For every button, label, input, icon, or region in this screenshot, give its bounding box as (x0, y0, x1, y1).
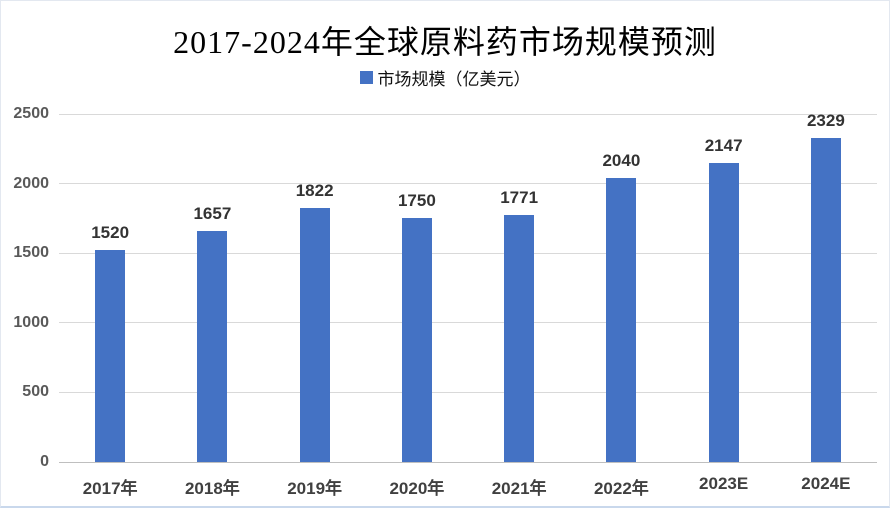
bar (708, 163, 739, 462)
bar (401, 218, 432, 462)
x-axis-tick-label: 2024E (801, 474, 851, 493)
bar-value-label: 2040 (602, 151, 641, 171)
y-axis-tick-label: 0 (40, 453, 49, 470)
x-axis-tick-label: 2023E (699, 474, 749, 493)
x-axis-line (59, 461, 877, 463)
bar (299, 208, 330, 462)
plot-area: 0 500 1000 1500 2000 2500 1520 2017年 1657 2018年 18… (13, 105, 877, 498)
x-axis-tick-label: 2018年 (184, 479, 240, 498)
bar-value-label: 1520 (91, 223, 130, 243)
bar-value-label: 2329 (806, 110, 845, 130)
bar (95, 250, 126, 462)
gridline (59, 252, 877, 254)
bar-value-label: 1771 (500, 188, 539, 208)
legend-marker-swatch (359, 71, 373, 84)
x-axis-tick-label: 2019年 (287, 479, 343, 498)
x-axis-tick-label: 2022年 (593, 479, 649, 498)
legend: 市场规模（亿美元） (1, 65, 889, 90)
y-axis-tick-label: 1500 (13, 244, 49, 262)
bar (606, 178, 637, 462)
bar (197, 231, 228, 462)
y-axis-tick-label: 1000 (13, 313, 49, 331)
bar-value-label: 1822 (295, 181, 334, 201)
gridline (59, 113, 877, 115)
bar-value-label: 1750 (397, 191, 436, 211)
y-axis-tick-label: 2000 (13, 174, 49, 192)
gridline (59, 183, 877, 185)
bar (504, 215, 535, 462)
y-axis-tick-label: 500 (22, 383, 49, 401)
x-axis-tick-label: 2020年 (389, 479, 445, 498)
gridline (59, 322, 877, 324)
legend-series-label: 市场规模（亿美元） (377, 70, 531, 89)
chart-title: 2017-2024年全球原料药市场规模预测 (173, 24, 717, 60)
y-axis-tick-label: 2500 (13, 105, 49, 122)
x-axis-tick-label: 2021年 (491, 479, 547, 498)
bar-value-label: 2147 (704, 136, 743, 156)
gridline (59, 391, 877, 393)
bar-value-label: 1657 (193, 204, 232, 224)
x-axis-tick-label: 2017年 (82, 479, 138, 498)
bar (810, 137, 841, 462)
